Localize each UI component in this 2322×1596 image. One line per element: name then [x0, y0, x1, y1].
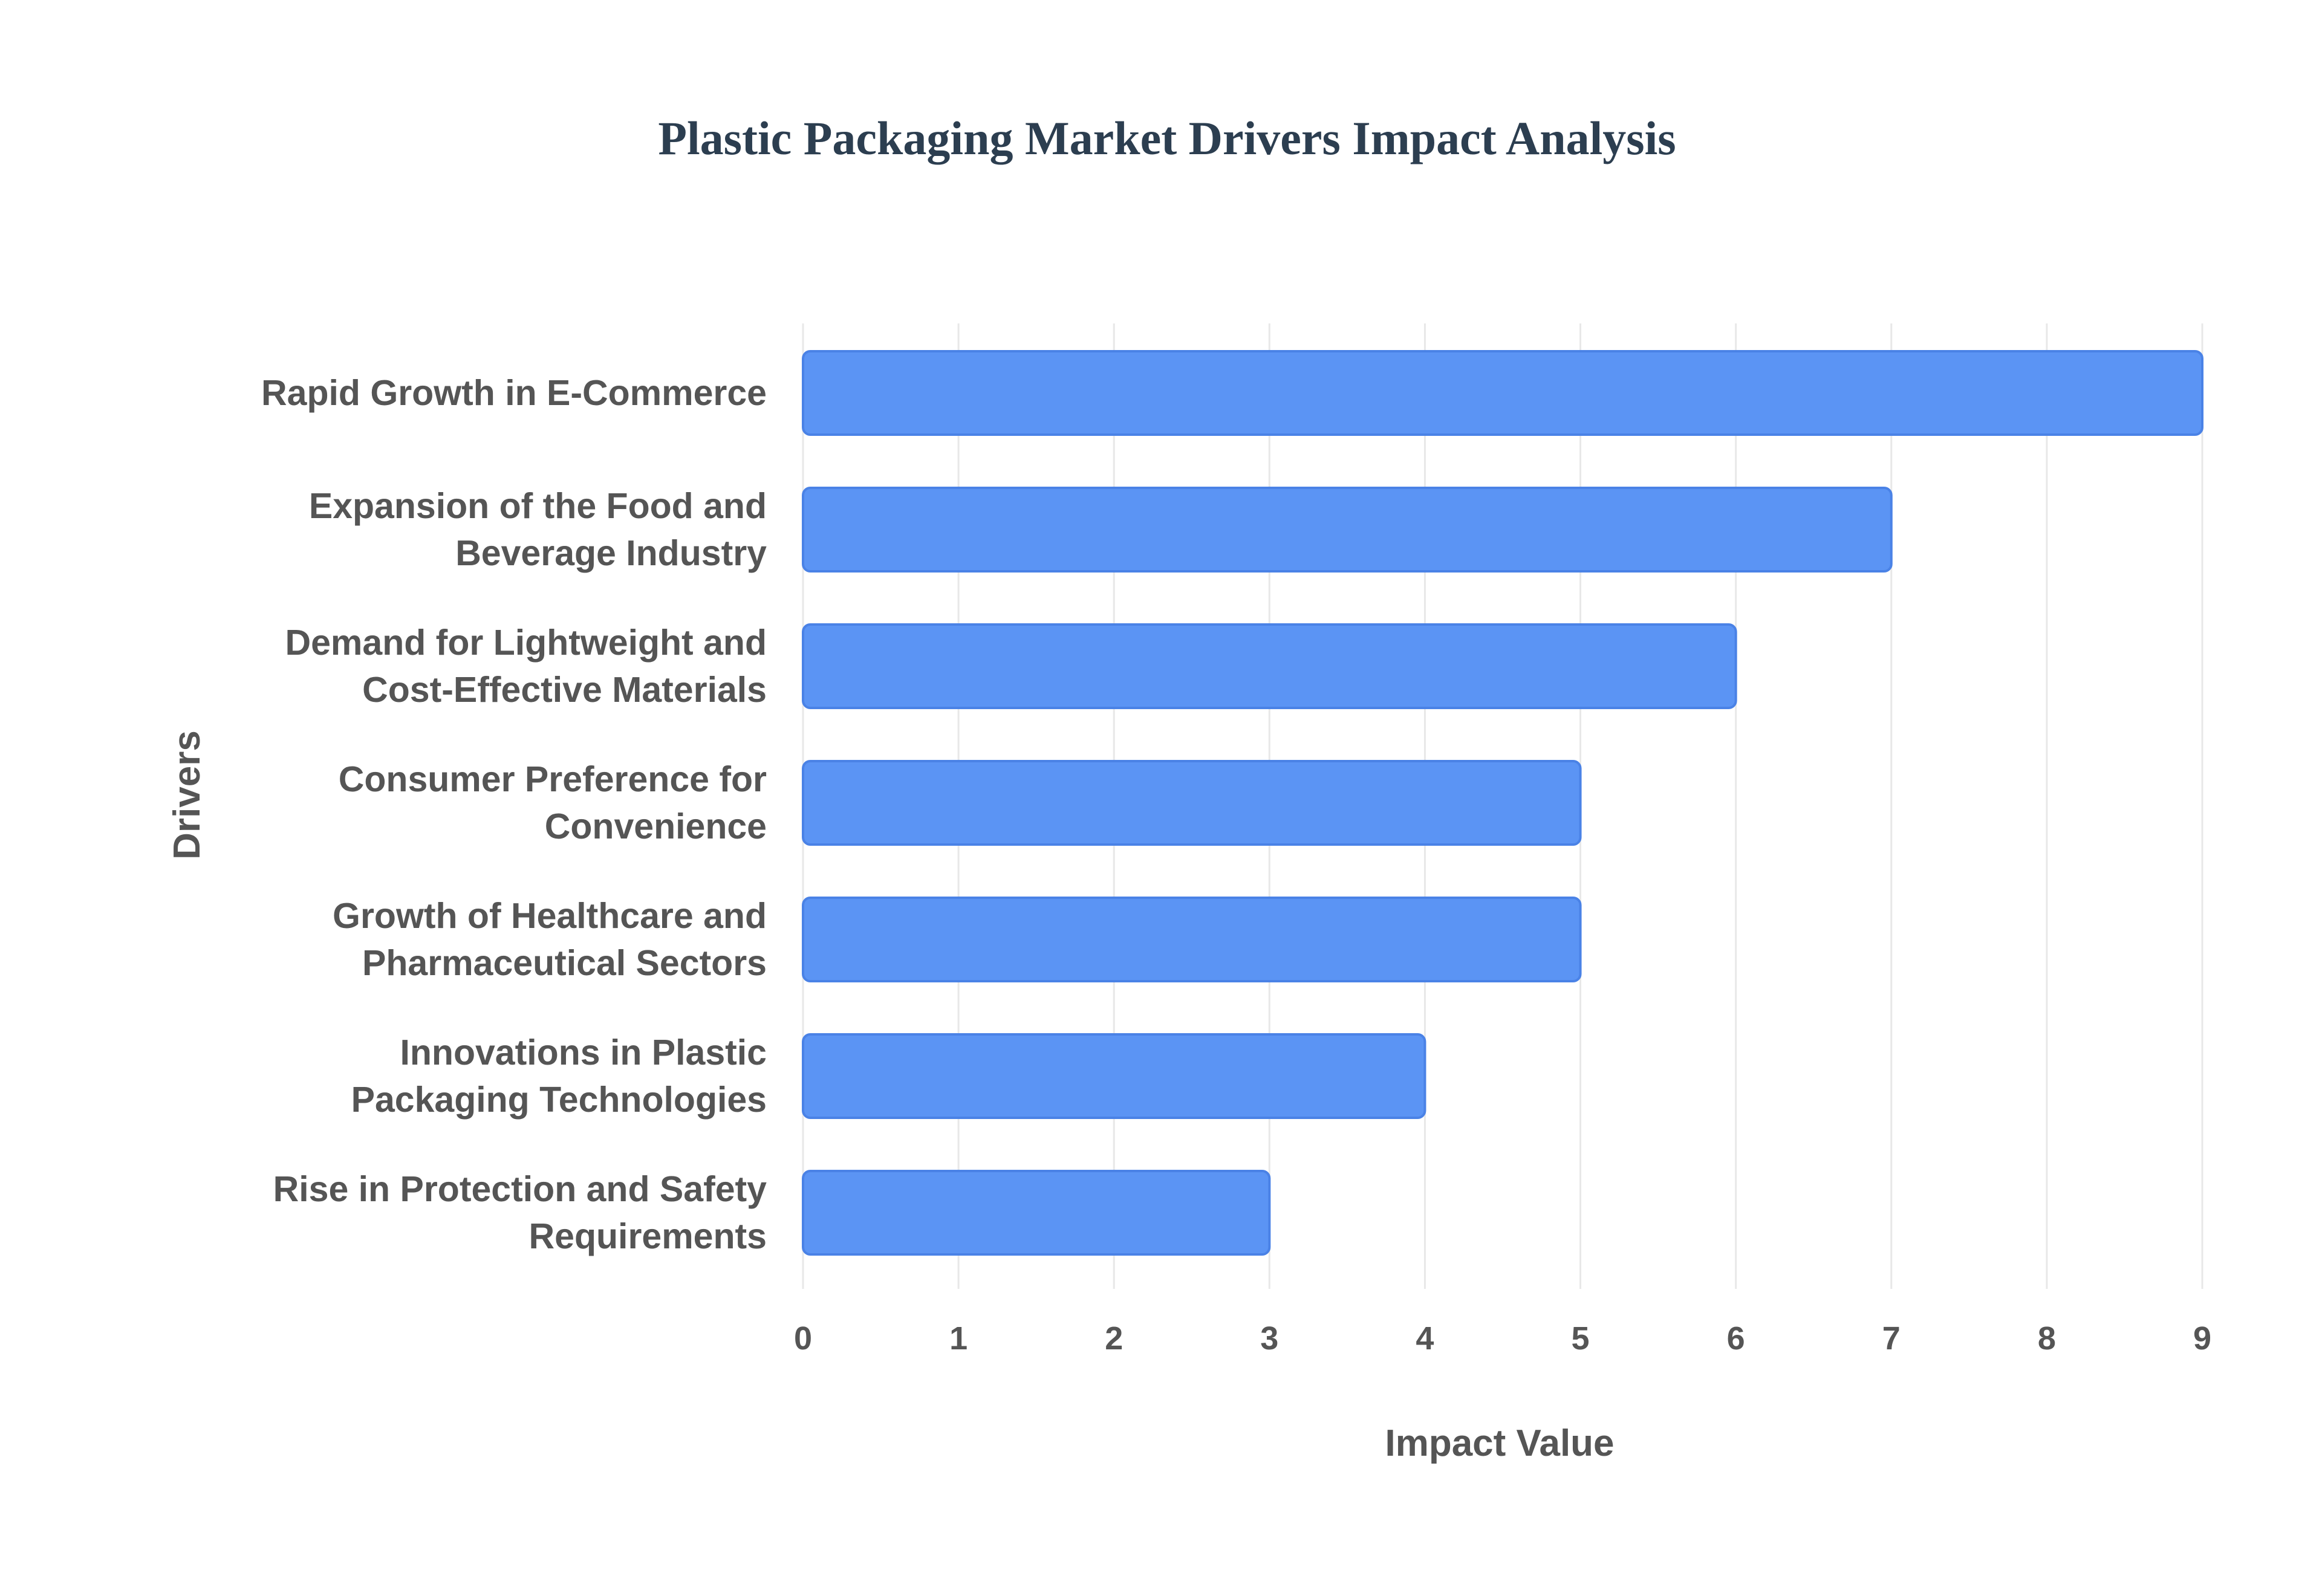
chart-title: Plastic Packaging Market Drivers Impact …: [658, 112, 1676, 164]
bar-2[interactable]: [802, 623, 1737, 709]
x-tick-label-0: 0: [794, 1320, 812, 1357]
category-label-3-line-1: Convenience: [545, 806, 767, 846]
category-label-1-line-0: Expansion of the Food and: [309, 486, 767, 526]
category-label-5-line-0: Innovations in Plastic: [400, 1033, 767, 1072]
bar-5[interactable]: [802, 1033, 1426, 1119]
category-label-6-line-0: Rise in Protection and Safety: [273, 1169, 767, 1209]
x-tick-label-7: 7: [1882, 1320, 1901, 1357]
category-labels: Rapid Growth in E-Commerce Expansion of t…: [261, 373, 767, 1256]
bar-0[interactable]: [802, 350, 2203, 436]
x-tick-label-5: 5: [1572, 1320, 1590, 1357]
x-axis-ticks: 0 1 2 3 4 5 6 7 8 9: [794, 1320, 2211, 1357]
x-tick-label-1: 1: [949, 1320, 968, 1357]
bar-6[interactable]: [802, 1170, 1271, 1256]
category-label-6-line-1: Requirements: [529, 1216, 767, 1256]
bar-3[interactable]: [802, 760, 1582, 846]
x-tick-label-6: 6: [1727, 1320, 1745, 1357]
category-label-1-line-1: Beverage Industry: [455, 533, 767, 573]
x-tick-label-3: 3: [1260, 1320, 1278, 1357]
bars: [802, 350, 2203, 1256]
bar-1[interactable]: [802, 487, 1893, 573]
category-label-2-line-0: Demand for Lightweight and: [285, 623, 767, 663]
category-label-3-line-0: Consumer Preference for: [339, 759, 767, 799]
category-label-0-line-0: Rapid Growth in E-Commerce: [261, 373, 767, 413]
x-tick-label-8: 8: [2038, 1320, 2056, 1357]
x-tick-label-4: 4: [1416, 1320, 1434, 1357]
category-label-4-line-0: Growth of Healthcare and: [333, 896, 767, 936]
y-axis-title: Drivers: [166, 730, 208, 860]
category-label-5-line-1: Packaging Technologies: [351, 1080, 767, 1120]
bar-4[interactable]: [802, 897, 1582, 982]
category-label-4-line-1: Pharmaceutical Sectors: [362, 943, 767, 983]
x-tick-label-9: 9: [2193, 1320, 2211, 1357]
x-tick-label-2: 2: [1105, 1320, 1123, 1357]
category-label-2-line-1: Cost-Effective Materials: [362, 670, 767, 710]
x-axis-title: Impact Value: [1385, 1422, 1614, 1464]
